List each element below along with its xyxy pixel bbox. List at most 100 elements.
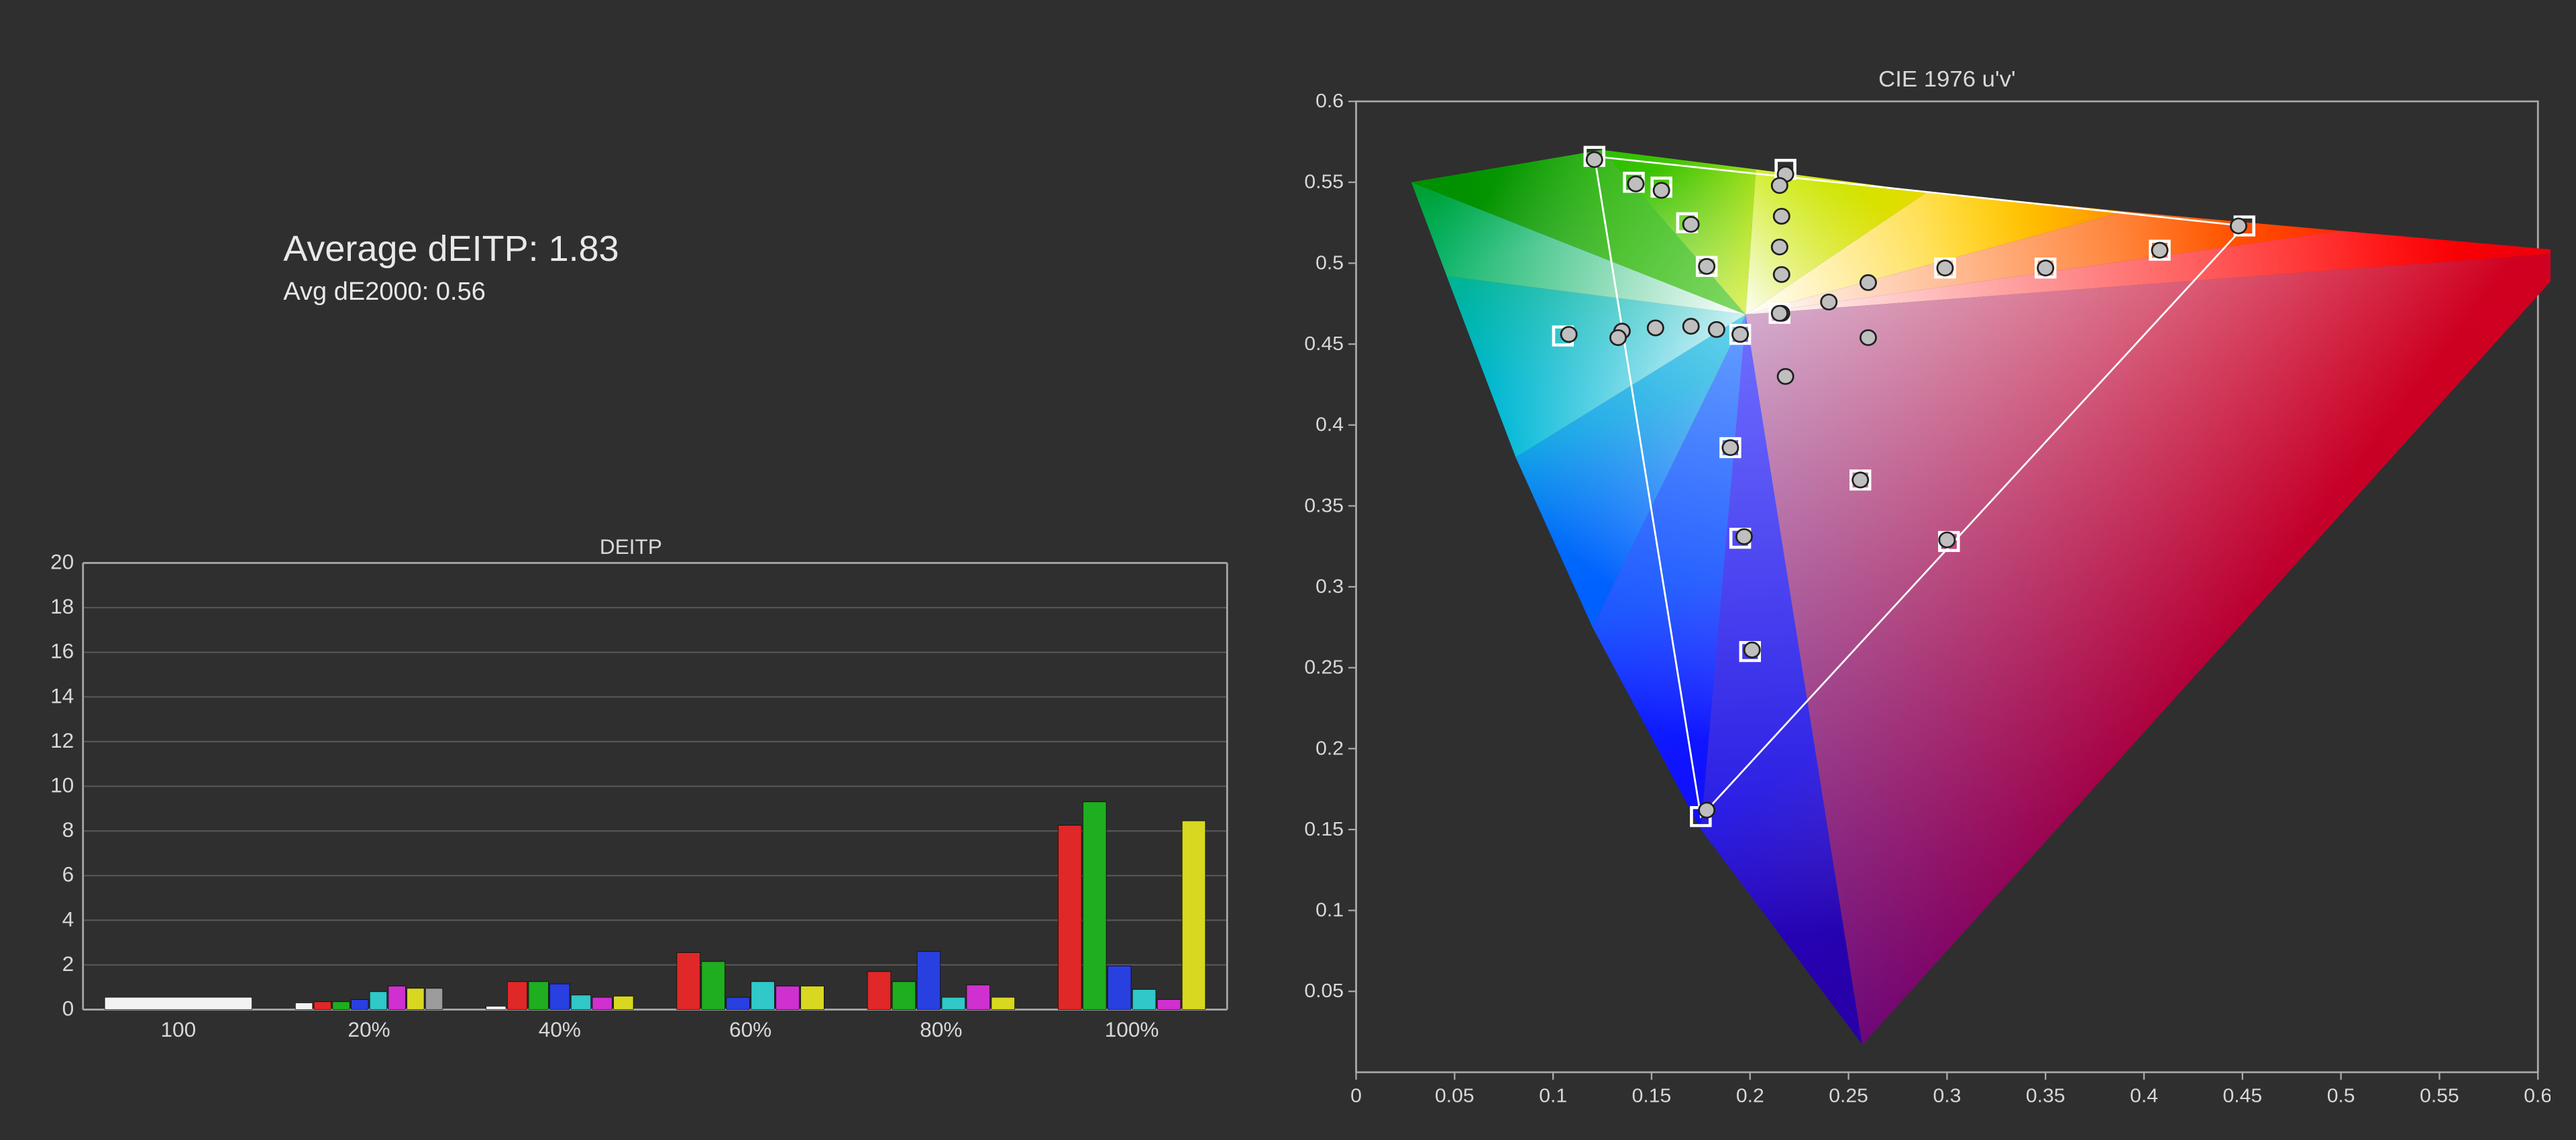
svg-text:20%: 20% [348, 1017, 390, 1041]
bar [352, 1000, 368, 1010]
measured-point [1561, 327, 1576, 341]
bar [426, 988, 443, 1010]
measured-point [1699, 259, 1714, 274]
bar [1158, 1000, 1181, 1010]
svg-text:0.45: 0.45 [2222, 1085, 2262, 1106]
svg-text:0.3: 0.3 [1933, 1085, 1961, 1106]
bar [917, 952, 941, 1010]
metrics-block: Average dEITP: 1.83 Avg dE2000: 0.56 [283, 228, 619, 306]
measured-point [1683, 217, 1699, 231]
svg-text:8: 8 [62, 817, 74, 842]
bar [550, 984, 570, 1009]
bar [333, 1002, 350, 1010]
bar [942, 997, 965, 1009]
measured-point [1939, 532, 1955, 547]
svg-text:6: 6 [62, 862, 74, 887]
bar [1083, 802, 1107, 1010]
bar [388, 986, 405, 1010]
measured-point [2037, 261, 2053, 276]
svg-text:DEITP: DEITP [600, 536, 662, 559]
bar [702, 962, 725, 1010]
deitp-bar-chart: DEITP0246810121416182010020%40%60%80%100… [25, 536, 1236, 1049]
svg-text:0.6: 0.6 [2524, 1085, 2550, 1106]
svg-text:0.25: 0.25 [1829, 1085, 1868, 1106]
svg-text:0.5: 0.5 [2327, 1085, 2355, 1106]
svg-text:0.1: 0.1 [1316, 899, 1344, 921]
bar [105, 997, 252, 1009]
svg-text:0.15: 0.15 [1304, 818, 1344, 840]
measured-point [1772, 306, 1787, 321]
measured-point [1683, 319, 1699, 333]
cie-uv-chart: CIE 1976 u'v'00.050.10.150.20.250.30.350… [1275, 68, 2551, 1117]
bar [776, 986, 800, 1010]
measured-point [1772, 178, 1787, 192]
svg-text:0.45: 0.45 [1304, 333, 1344, 355]
measured-point [1648, 321, 1663, 335]
svg-text:12: 12 [50, 728, 74, 752]
svg-text:14: 14 [50, 683, 74, 707]
svg-text:0.25: 0.25 [1304, 657, 1344, 678]
svg-text:0: 0 [62, 996, 74, 1021]
svg-text:20: 20 [50, 550, 74, 574]
svg-text:100%: 100% [1105, 1017, 1159, 1041]
svg-text:0.4: 0.4 [1316, 414, 1344, 435]
svg-text:0.5: 0.5 [1316, 252, 1344, 274]
bar [991, 997, 1015, 1009]
measured-point [1736, 529, 1752, 544]
svg-text:0.05: 0.05 [1435, 1085, 1474, 1106]
svg-text:0.1: 0.1 [1539, 1085, 1567, 1106]
measured-point [1852, 473, 1868, 488]
svg-text:0.2: 0.2 [1316, 738, 1344, 759]
measured-point [1860, 330, 1876, 345]
measured-point [1774, 209, 1789, 223]
measured-point [1860, 275, 1876, 290]
bar [614, 996, 633, 1010]
svg-text:0.35: 0.35 [2026, 1085, 2065, 1106]
bar [727, 997, 750, 1009]
svg-text:0.05: 0.05 [1304, 980, 1344, 1002]
bar [296, 1003, 313, 1010]
measured-point [1587, 152, 1602, 167]
bar [370, 992, 387, 1010]
svg-text:CIE 1976 u'v': CIE 1976 u'v' [1878, 68, 2016, 92]
svg-text:60%: 60% [729, 1017, 771, 1041]
bar [529, 982, 548, 1010]
measured-point [1628, 176, 1644, 191]
measured-point [1654, 183, 1669, 198]
measured-point [1772, 239, 1787, 254]
svg-text:2: 2 [62, 952, 74, 976]
svg-text:0.2: 0.2 [1736, 1085, 1764, 1106]
svg-text:0.3: 0.3 [1316, 575, 1344, 597]
svg-text:0.4: 0.4 [2130, 1085, 2158, 1106]
svg-text:80%: 80% [920, 1017, 963, 1041]
bar [508, 982, 527, 1010]
bar [801, 986, 824, 1010]
measured-point [1699, 803, 1714, 817]
svg-text:10: 10 [50, 773, 74, 797]
measured-point [1937, 261, 1953, 276]
bar [1183, 821, 1206, 1009]
avg-de2000-text: Avg dE2000: 0.56 [283, 278, 619, 306]
measured-point [2152, 243, 2167, 258]
svg-text:0.35: 0.35 [1304, 495, 1344, 516]
svg-text:4: 4 [62, 907, 74, 931]
bar [751, 982, 775, 1010]
measured-point [1723, 440, 1738, 455]
measured-point [1774, 267, 1789, 282]
svg-text:0.55: 0.55 [2420, 1085, 2459, 1106]
bar [1059, 825, 1082, 1010]
bar [677, 953, 700, 1010]
svg-text:16: 16 [50, 639, 74, 663]
avg-deitp-text: Average dEITP: 1.83 [283, 228, 619, 270]
measured-point [1744, 642, 1760, 657]
measured-point [1821, 294, 1836, 309]
measured-point [1732, 327, 1748, 341]
bar [868, 972, 892, 1010]
svg-text:18: 18 [50, 594, 74, 618]
bar [486, 1007, 506, 1010]
measured-point [1610, 330, 1625, 345]
svg-text:0.6: 0.6 [1316, 91, 1344, 112]
svg-text:0.55: 0.55 [1304, 171, 1344, 192]
bar [1108, 966, 1132, 1010]
bar [572, 995, 591, 1010]
